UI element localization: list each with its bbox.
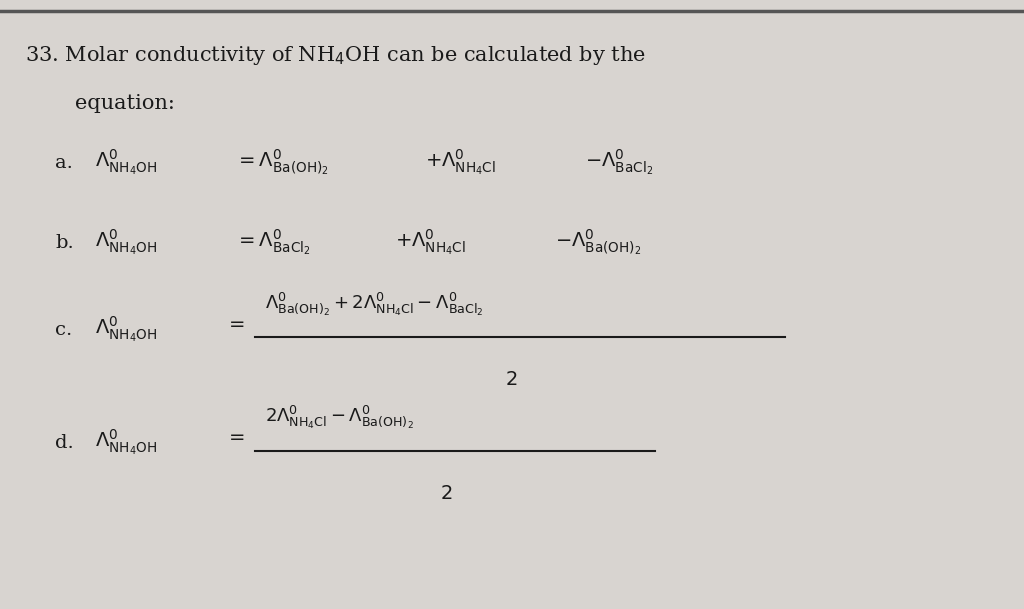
Text: $=$: $=$ xyxy=(225,427,245,445)
Text: d.: d. xyxy=(55,434,74,452)
Text: $+ \Lambda^0_{\mathrm{NH_4Cl}}$: $+ \Lambda^0_{\mathrm{NH_4Cl}}$ xyxy=(395,227,466,257)
Text: $\Lambda^0_{\mathrm{NH_4OH}}$: $\Lambda^0_{\mathrm{NH_4OH}}$ xyxy=(95,227,158,257)
Text: $=$: $=$ xyxy=(225,314,245,332)
Text: $= \Lambda^0_{\mathrm{Ba(OH)_2}}$: $= \Lambda^0_{\mathrm{Ba(OH)_2}}$ xyxy=(234,147,329,177)
Text: equation:: equation: xyxy=(75,94,175,113)
Text: c.: c. xyxy=(55,321,73,339)
Text: $\Lambda^0_{\mathrm{NH_4OH}}$: $\Lambda^0_{\mathrm{NH_4OH}}$ xyxy=(95,427,158,457)
Text: $2$: $2$ xyxy=(440,485,453,503)
Text: 33. Molar conductivity of NH$_4$OH can be calculated by the: 33. Molar conductivity of NH$_4$OH can b… xyxy=(25,44,646,67)
Text: $\Lambda^0_{\mathrm{NH_4OH}}$: $\Lambda^0_{\mathrm{NH_4OH}}$ xyxy=(95,314,158,343)
Text: $+ \Lambda^0_{\mathrm{NH_4Cl}}$: $+ \Lambda^0_{\mathrm{NH_4Cl}}$ xyxy=(425,147,496,177)
Text: $\Lambda^0_{\mathrm{NH_4OH}}$: $\Lambda^0_{\mathrm{NH_4OH}}$ xyxy=(95,147,158,177)
Text: $2$: $2$ xyxy=(505,371,517,389)
Text: $- \Lambda^0_{\mathrm{BaCl_2}}$: $- \Lambda^0_{\mathrm{BaCl_2}}$ xyxy=(585,147,653,177)
Text: b.: b. xyxy=(55,234,74,252)
Text: $2\Lambda^0_{\mathrm{NH_4Cl}} - \Lambda^0_{\mathrm{Ba(OH)_2}}$: $2\Lambda^0_{\mathrm{NH_4Cl}} - \Lambda^… xyxy=(265,404,414,431)
Text: $- \Lambda^0_{\mathrm{Ba(OH)_2}}$: $- \Lambda^0_{\mathrm{Ba(OH)_2}}$ xyxy=(555,227,641,257)
Text: a.: a. xyxy=(55,154,73,172)
Text: $\Lambda^0_{\mathrm{Ba(OH)_2}} + 2\Lambda^0_{\mathrm{NH_4Cl}} - \Lambda^0_{\math: $\Lambda^0_{\mathrm{Ba(OH)_2}} + 2\Lambd… xyxy=(265,291,483,319)
Text: $= \Lambda^0_{\mathrm{BaCl_2}}$: $= \Lambda^0_{\mathrm{BaCl_2}}$ xyxy=(234,227,310,257)
